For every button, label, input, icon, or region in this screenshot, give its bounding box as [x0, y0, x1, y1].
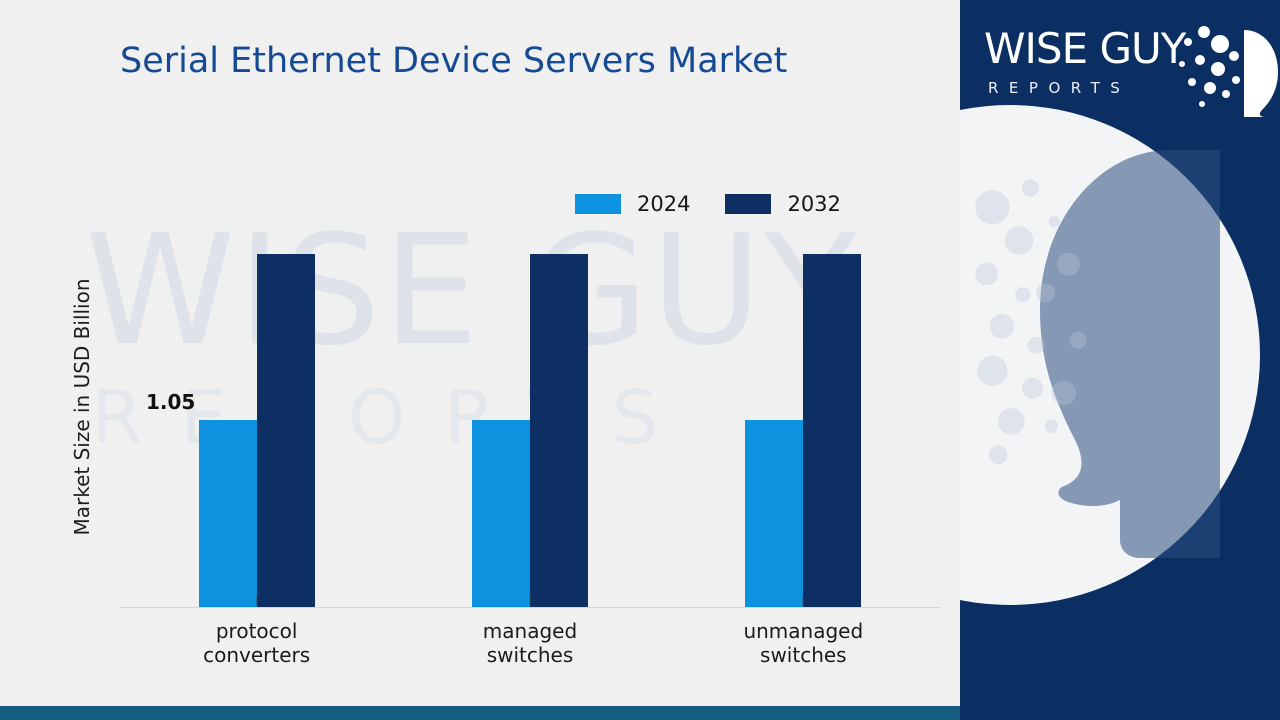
- legend-swatch-2032: [725, 194, 772, 214]
- category-label-line: switches: [486, 642, 574, 667]
- bar-group: [393, 240, 666, 607]
- bar-2032-managed-switches[interactable]: [529, 254, 588, 607]
- plot-area: 1.05 protocol converters managed switches un…: [120, 240, 940, 666]
- logo-subtext: REPORTS: [988, 79, 1131, 97]
- logo-wordmark: WISE GUY: [984, 24, 1186, 73]
- logo-head-dots-icon: [1179, 26, 1278, 117]
- bottom-accent-bar: [0, 706, 960, 720]
- category-label-line: managed: [482, 619, 578, 643]
- category-label: unmanaged switches: [667, 619, 940, 667]
- bar-group: 1.05: [120, 240, 393, 607]
- bar-pair: [745, 240, 862, 607]
- head-silhouette-decoration: [1040, 150, 1220, 558]
- bar-group: [667, 240, 940, 607]
- axis-tick: [529, 595, 531, 605]
- category-label-line: unmanaged: [743, 619, 864, 643]
- category-label-line: switches: [760, 642, 847, 667]
- category-label: managed switches: [393, 619, 666, 667]
- category-labels: protocol converters managed switches unmanag…: [120, 619, 940, 667]
- legend-item-2032[interactable]: 2032: [725, 192, 841, 216]
- page-title: Serial Ethernet Device Servers Market: [120, 41, 788, 81]
- bar-2024-managed-switches[interactable]: [471, 420, 530, 607]
- axis-tick: [802, 595, 804, 605]
- axis-tick: [256, 595, 258, 605]
- bar-pair: [198, 240, 315, 607]
- legend-label-2024: 2024: [637, 192, 691, 216]
- brand-logo: WISE GUY REPORTS: [984, 24, 1278, 117]
- x-axis-line: [120, 607, 940, 608]
- bar-pair: [471, 240, 588, 607]
- legend-label-2032: 2032: [787, 192, 841, 216]
- category-label-line: protocol: [215, 619, 298, 643]
- legend-item-2024[interactable]: 2024: [575, 192, 690, 216]
- bar-2024-unmanaged-switches[interactable]: [745, 420, 804, 607]
- category-label: protocol converters: [120, 619, 393, 667]
- bar-2032-protocol-converters[interactable]: [256, 254, 315, 607]
- category-label-line: converters: [203, 642, 311, 667]
- legend-swatch-2024: [575, 194, 621, 214]
- bar-2032-unmanaged-switches[interactable]: [803, 254, 862, 607]
- head-dots-decoration: [975, 179, 1087, 465]
- bar-value-label: 1.05: [146, 390, 196, 414]
- bar-groups: 1.05: [120, 240, 940, 607]
- bar-2024-protocol-converters[interactable]: [198, 420, 257, 607]
- brand-panel: WISE GUY REPORTS: [960, 0, 1280, 720]
- chart-legend: 2024 2032: [575, 192, 841, 216]
- y-axis-label: Market Size in USD Billion: [70, 278, 94, 536]
